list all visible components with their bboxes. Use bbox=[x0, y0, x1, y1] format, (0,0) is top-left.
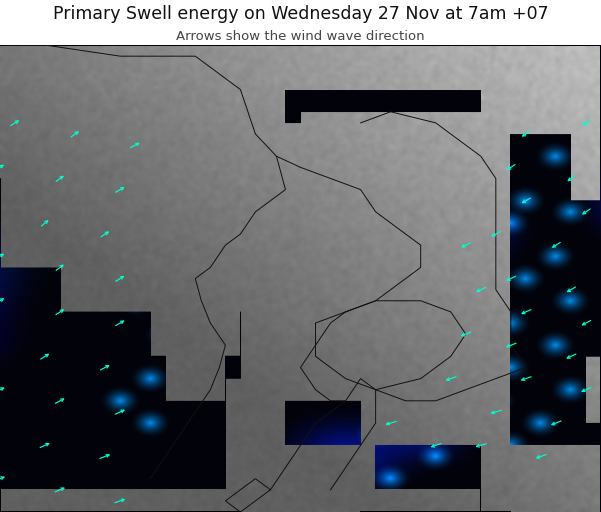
Text: Arrows show the wind wave direction: Arrows show the wind wave direction bbox=[176, 30, 425, 44]
Text: Primary Swell energy on Wednesday 27 Nov at 7am +07: Primary Swell energy on Wednesday 27 Nov… bbox=[53, 5, 548, 23]
